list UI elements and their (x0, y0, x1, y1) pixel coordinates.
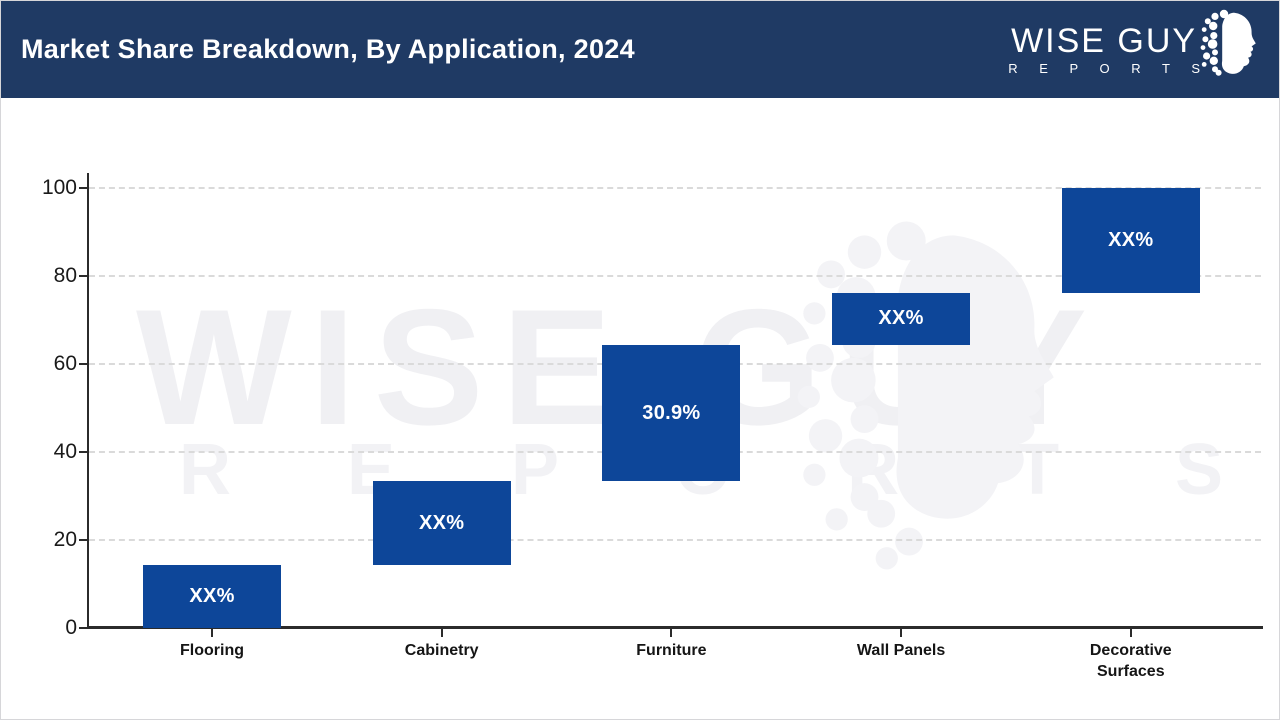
x-category-label: Cabinetry (404, 642, 479, 659)
logo-wordmark: WISE GUY (1011, 22, 1198, 60)
bar-value-label: XX% (878, 307, 924, 330)
gridline-20 (89, 539, 1261, 541)
y-tick-label: 80 (53, 264, 77, 287)
bar-cabinetry: XX% (372, 481, 511, 566)
y-tick-mark (79, 187, 88, 189)
logo-head-icon (1200, 9, 1256, 76)
bar-decorative-surfaces: XX% (1061, 188, 1200, 293)
x-tick-mark (440, 629, 443, 637)
plot-area: XX% XX% 30.9% XX% XX% (89, 187, 1261, 628)
brand-logo-text: WISE GUY R E P O R T S (999, 23, 1209, 76)
y-tick-label: 60 (53, 352, 77, 375)
y-axis-line (87, 173, 89, 629)
bar-value-label: XX% (189, 585, 235, 608)
gridline-100 (89, 187, 1261, 189)
bar-wall-panels: XX% (832, 292, 971, 346)
x-category-label: Wall Panels (856, 642, 946, 659)
y-tick-mark (79, 363, 88, 365)
bar-value-label: 30.9% (642, 401, 701, 424)
y-tick-label: 20 (53, 528, 77, 551)
bar-flooring: XX% (143, 565, 281, 628)
bar-value-label: XX% (1108, 228, 1154, 251)
x-category-label: Decorative Surfaces (1089, 642, 1172, 680)
x-axis-line (87, 626, 1263, 629)
y-tick-label: 40 (53, 440, 77, 463)
y-tick-label: 100 (41, 176, 77, 199)
bar-value-label: XX% (419, 511, 465, 534)
bar-furniture: 30.9% (602, 345, 741, 482)
gridline-80 (89, 275, 1261, 277)
x-tick-mark (211, 629, 213, 637)
y-tick-mark (79, 451, 88, 453)
y-tick-mark (79, 627, 88, 629)
x-category-label: Furniture (636, 642, 707, 659)
y-tick-mark (79, 539, 88, 541)
page-title: Market Share Breakdown, By Application, … (21, 34, 635, 64)
x-tick-mark (1129, 629, 1132, 637)
x-tick-mark (900, 629, 903, 637)
y-tick-label: 0 (65, 616, 77, 639)
header: Market Share Breakdown, By Application, … (1, 1, 1279, 98)
y-tick-mark (79, 275, 88, 277)
x-tick-mark (670, 629, 673, 637)
x-category-label: Flooring (180, 642, 244, 659)
brand-logo: WISE GUY R E P O R T S (999, 1, 1269, 98)
logo-subtext: R E P O R T S (1008, 61, 1209, 76)
